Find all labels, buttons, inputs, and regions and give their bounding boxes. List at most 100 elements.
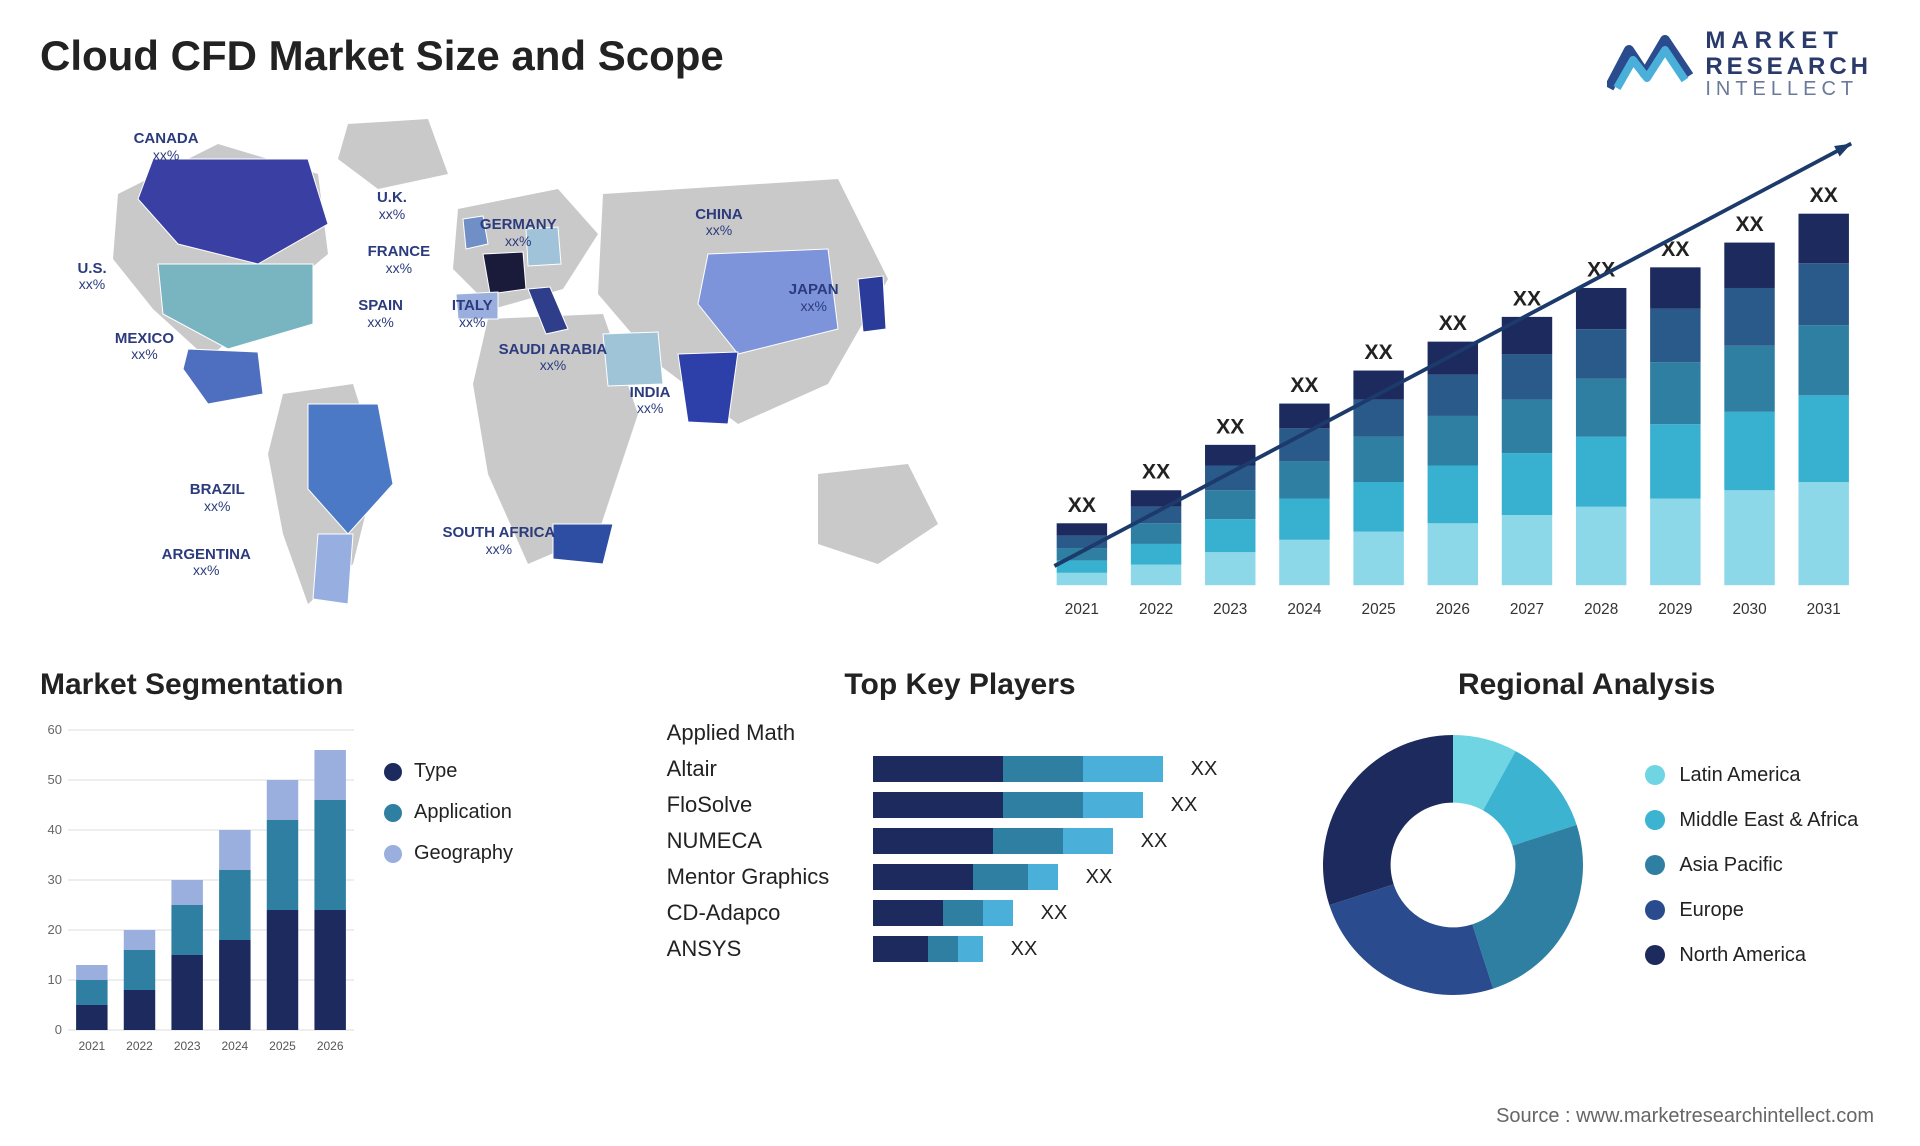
player-value: XX [1171,794,1198,817]
player-label: Altair [667,756,857,782]
segmentation-chart: 0102030405060202120222023202420252026 [40,720,360,1060]
map-label: U.K.xx% [377,190,407,223]
legend-item: Application [384,801,513,824]
legend-label: Middle East & Africa [1679,809,1858,832]
player-bar-segment [958,936,983,962]
growth-bar-chart: XX2021XX2022XX2023XX2024XX2025XX2026XX20… [1016,104,1880,644]
legend-swatch [384,763,402,781]
player-bar-segment [1083,792,1143,818]
svg-text:XX: XX [1365,341,1393,364]
player-bar-segment [1063,828,1113,854]
svg-text:10: 10 [48,972,62,987]
map-label: CHINAxx% [695,207,743,240]
svg-text:XX: XX [1810,184,1838,207]
segmentation-section: Market Segmentation 01020304050602021202… [40,668,627,1098]
player-row: ANSYSXX [667,936,1254,962]
player-bar [873,828,1113,854]
map-label: SAUDI ARABIAxx% [499,342,608,375]
svg-text:2023: 2023 [1213,601,1247,618]
map-label: SOUTH AFRICAxx% [442,525,555,558]
svg-text:2031: 2031 [1807,601,1841,618]
map-label: ITALYxx% [452,298,493,331]
players-section: Top Key Players Applied MathAltairXXFloS… [667,668,1254,1098]
legend-swatch [1645,900,1665,920]
svg-text:2027: 2027 [1510,601,1544,618]
svg-text:XX: XX [1068,494,1096,517]
players-chart: Applied MathAltairXXFloSolveXXNUMECAXXMe… [667,720,1254,962]
svg-text:XX: XX [1142,461,1170,484]
world-map: CANADAxx%U.S.xx%MEXICOxx%BRAZILxx%ARGENT… [40,104,976,644]
player-bar-segment [993,828,1063,854]
svg-text:2028: 2028 [1584,601,1618,618]
svg-text:2021: 2021 [1065,601,1099,618]
logo-mark-icon [1607,28,1693,100]
player-value: XX [1141,830,1168,853]
legend-label: Type [414,760,457,783]
legend-item: Middle East & Africa [1645,809,1858,832]
svg-text:50: 50 [48,772,62,787]
legend-item: North America [1645,944,1858,967]
player-row: FloSolveXX [667,792,1254,818]
svg-text:2025: 2025 [269,1039,296,1053]
map-label: BRAZILxx% [190,482,245,515]
map-label: CANADAxx% [134,131,199,164]
map-label: JAPANxx% [789,282,839,315]
regional-section: Regional Analysis Latin America Middle Ea… [1293,668,1880,1098]
player-row: Applied Math [667,720,1254,746]
legend-label: North America [1679,944,1806,967]
legend-label: Latin America [1679,764,1800,787]
player-bar-segment [1003,792,1083,818]
legend-item: Geography [384,842,513,865]
svg-text:2021: 2021 [78,1039,105,1053]
map-label: ARGENTINAxx% [162,547,251,580]
brand-logo: MARKET RESEARCH INTELLECT [1607,28,1872,100]
player-bar-segment [873,792,1003,818]
legend-swatch [384,804,402,822]
player-bar-segment [1083,756,1163,782]
map-label: MEXICOxx% [115,331,174,364]
svg-text:XX: XX [1216,415,1244,438]
svg-text:0: 0 [55,1022,62,1037]
player-value: XX [1086,866,1113,889]
legend-swatch [1645,765,1665,785]
legend-swatch [1645,810,1665,830]
player-bar [873,936,983,962]
player-bar-segment [1028,864,1058,890]
legend-swatch [1645,855,1665,875]
segmentation-title: Market Segmentation [40,668,627,702]
logo-text-2: RESEARCH [1705,54,1872,79]
map-label: INDIAxx% [630,385,671,418]
svg-text:XX: XX [1735,213,1763,236]
legend-label: Europe [1679,899,1744,922]
player-bar-segment [873,900,943,926]
player-bar-segment [873,864,973,890]
player-bar-segment [943,900,983,926]
source-attribution: Source : www.marketresearchintellect.com [1496,1105,1874,1128]
svg-text:2030: 2030 [1732,601,1766,618]
player-row: Mentor Graphics XX [667,864,1254,890]
svg-text:2026: 2026 [317,1039,344,1053]
regional-title: Regional Analysis [1293,668,1880,702]
player-bar-segment [973,864,1028,890]
svg-text:XX: XX [1290,374,1318,397]
player-label: ANSYS [667,936,857,962]
legend-label: Geography [414,842,513,865]
svg-text:2022: 2022 [126,1039,153,1053]
segmentation-legend: Type Application Geography [384,760,513,1060]
player-row: NUMECA XX [667,828,1254,854]
player-value: XX [1191,758,1218,781]
svg-text:2023: 2023 [174,1039,201,1053]
player-value: XX [1041,902,1068,925]
player-bar [873,864,1058,890]
legend-item: Asia Pacific [1645,854,1858,877]
svg-text:XX: XX [1439,312,1467,335]
player-label: NUMECA [667,828,857,854]
legend-item: Latin America [1645,764,1858,787]
svg-text:2025: 2025 [1362,601,1396,618]
page-title: Cloud CFD Market Size and Scope [40,32,1880,80]
map-label: FRANCExx% [368,244,431,277]
regional-donut-chart [1293,720,1613,1010]
legend-item: Europe [1645,899,1858,922]
player-label: Mentor Graphics [667,864,857,890]
svg-text:XX: XX [1513,287,1541,310]
